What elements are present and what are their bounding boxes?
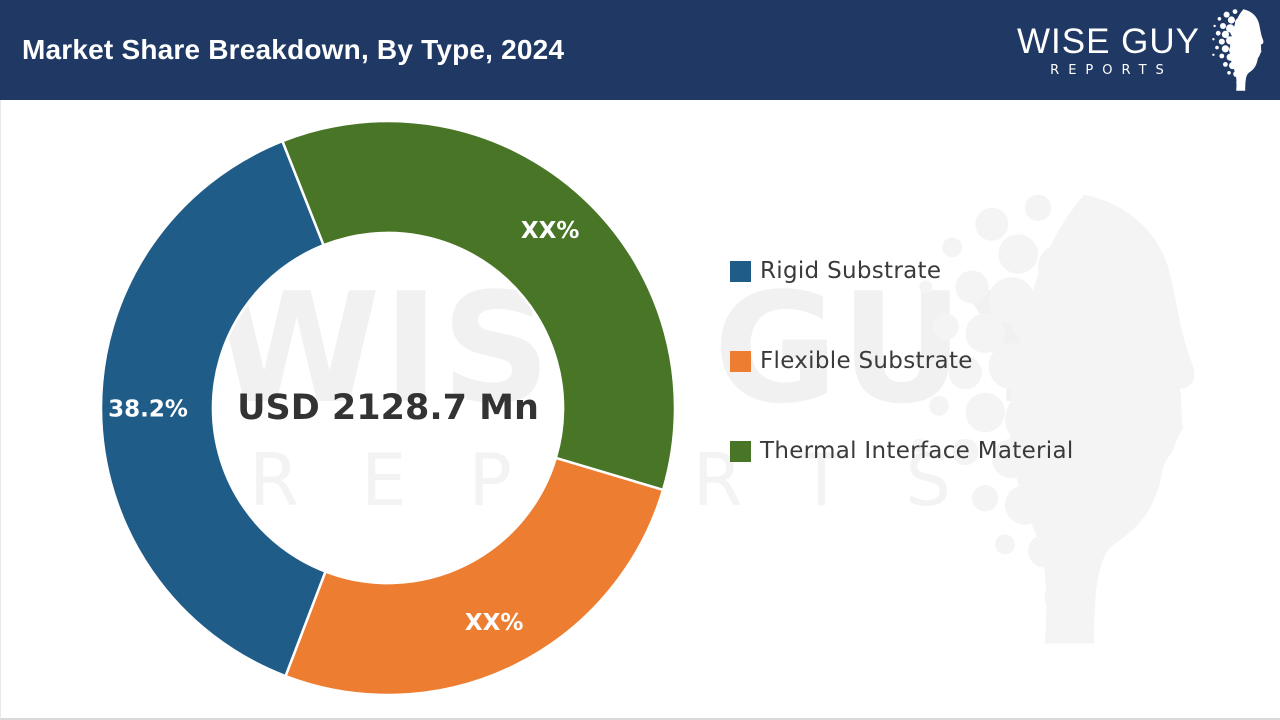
legend-label: Flexible Substrate xyxy=(760,348,973,374)
page-title: Market Share Breakdown, By Type, 2024 xyxy=(22,34,565,65)
chart-center-value: USD 2128.7 Mn xyxy=(237,388,539,428)
legend-swatch-icon xyxy=(730,260,751,282)
chart-legend: Rigid Substrate Flexible Substrate Thermal… xyxy=(730,256,1074,466)
donut-slice-0 xyxy=(99,139,327,678)
brand-logo-text: WISE GUY REPORTS xyxy=(1016,21,1200,78)
chart-area: WISE GUY REPORTS 38.2%XX%XX% USD 2128.7 … xyxy=(0,100,1280,720)
header-bar: Market Share Breakdown, By Type, 2024 WI… xyxy=(0,0,1280,100)
brand-logo: WISE GUY REPORTS xyxy=(1017,6,1266,94)
legend-item-0: Rigid Substrate xyxy=(730,256,1074,286)
brand-subtitle: REPORTS xyxy=(1050,62,1173,78)
donut-chart: 38.2% XX% XX% xyxy=(99,119,677,697)
legend-item-1: Flexible Substrate xyxy=(730,346,1074,376)
slice-label-2: XX% xyxy=(465,610,524,636)
slice-label-0: 38.2% xyxy=(108,396,188,422)
slice-label-1: XX% xyxy=(521,218,580,244)
legend-label: Rigid Substrate xyxy=(760,258,942,284)
legend-item-2: Thermal Interface Material xyxy=(730,436,1074,466)
brand-face-icon xyxy=(1204,8,1266,92)
donut-slice-2 xyxy=(284,456,665,697)
brand-name: WISE GUY xyxy=(1016,21,1200,61)
legend-swatch-icon xyxy=(730,350,751,372)
legend-label: Thermal Interface Material xyxy=(760,438,1074,464)
legend-swatch-icon xyxy=(730,440,751,462)
donut-slice-1 xyxy=(281,119,677,492)
